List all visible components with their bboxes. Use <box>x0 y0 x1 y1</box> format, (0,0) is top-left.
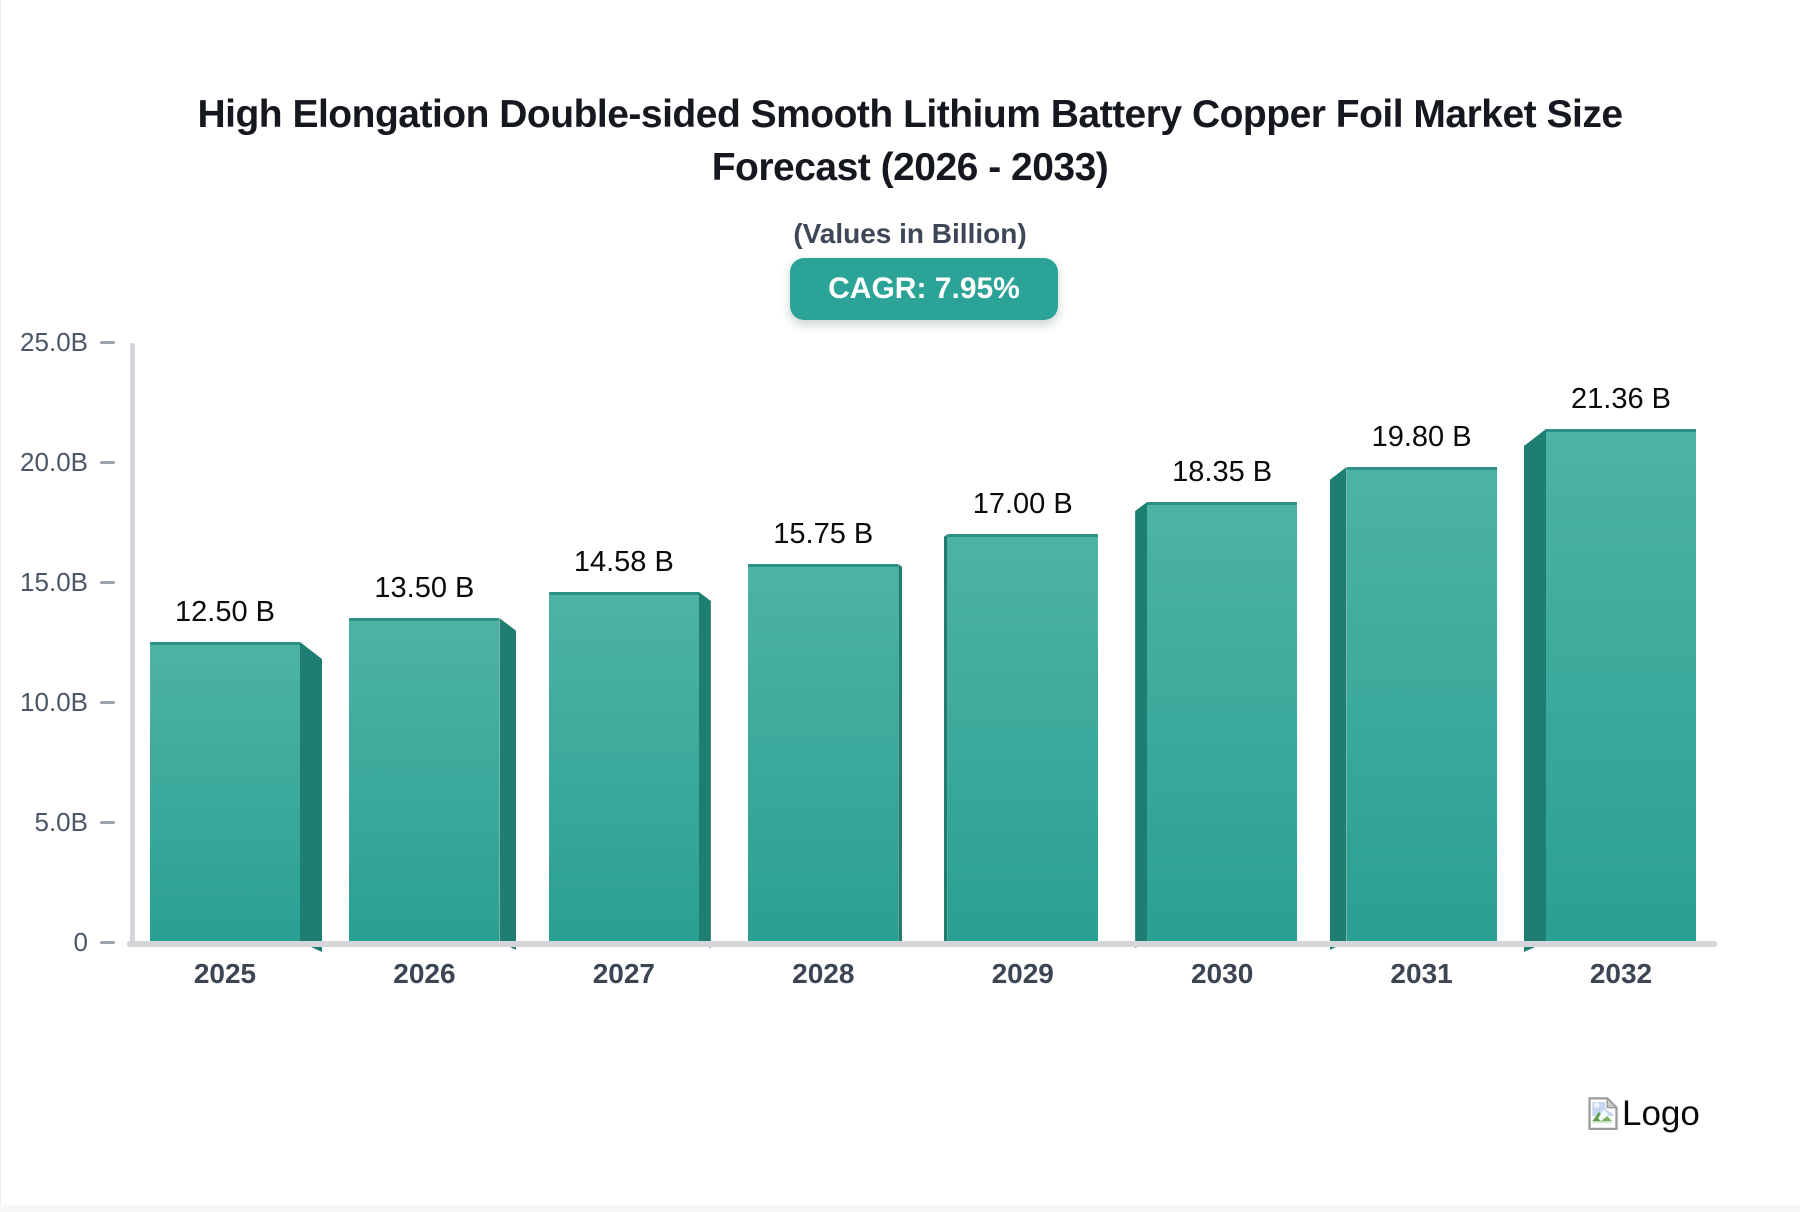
bar-side-face <box>499 618 516 950</box>
bar-2025[interactable] <box>150 642 300 942</box>
bar-front-face <box>349 618 500 942</box>
bar-side-face <box>1135 502 1147 948</box>
x-axis-baseline <box>127 941 1717 947</box>
x-axis-label: 2027 <box>592 958 655 989</box>
bar-value-label: 19.80 B <box>1371 421 1472 453</box>
chart-title: High Elongation Double-sided Smooth Lith… <box>110 88 1710 194</box>
bar-front-face <box>1546 429 1696 942</box>
y-tick-mark <box>100 461 115 464</box>
bar-value-label: 13.50 B <box>374 572 475 604</box>
y-axis-label: 0 <box>73 927 88 957</box>
x-axis-label: 2032 <box>1589 958 1653 989</box>
bar-value-label: 12.50 B <box>175 596 275 628</box>
y-tick-mark <box>100 701 115 704</box>
bar-side-face <box>300 642 322 952</box>
y-tick-mark <box>100 821 115 824</box>
bar-front-face <box>1346 467 1497 942</box>
x-axis-label: 2031 <box>1390 958 1453 989</box>
bar-2030[interactable] <box>1147 502 1298 942</box>
bar-2027[interactable] <box>548 592 699 942</box>
bar-front-face <box>548 592 699 942</box>
cagr-badge: CAGR: 7.95% <box>790 258 1058 320</box>
y-axis-label: 20.0B <box>20 447 88 477</box>
bar-2032[interactable] <box>1546 429 1696 942</box>
logo-text: Logo <box>1622 1094 1700 1133</box>
bar-value-label: 21.36 B <box>1571 383 1671 415</box>
bar-front-face <box>947 534 1098 942</box>
bar-side-face <box>1524 429 1546 952</box>
x-axis-label: 2028 <box>792 958 855 989</box>
bar-2029[interactable] <box>948 534 1098 942</box>
y-axis-line <box>130 343 135 942</box>
bar-value-label: 15.75 B <box>773 518 874 550</box>
x-axis-label: 2026 <box>393 958 456 989</box>
chart-subtitle: (Values in Billion) <box>793 218 1027 249</box>
broken-image-icon <box>1588 1096 1619 1131</box>
y-axis-label: 15.0B <box>20 567 88 597</box>
bar-front-face <box>748 564 899 942</box>
bar-2028[interactable] <box>748 564 898 942</box>
bar-2031[interactable] <box>1347 467 1497 942</box>
y-tick-mark <box>100 581 115 584</box>
bar-value-label: 18.35 B <box>1172 456 1273 488</box>
y-tick-mark <box>100 341 115 344</box>
y-tick-mark <box>100 941 115 944</box>
bar-side-face <box>1330 467 1347 950</box>
bar-side-face <box>898 564 902 945</box>
x-axis-label: 2030 <box>1190 958 1254 989</box>
chart-title-line2: Forecast (2026 - 2033) <box>711 146 1109 189</box>
bar-side-face <box>699 592 711 948</box>
y-axis-label: 10.0B <box>20 687 88 717</box>
chart-title-line1: High Elongation Double-sided Smooth Lith… <box>197 93 1623 136</box>
x-axis-label: 2029 <box>991 958 1054 989</box>
bar-front-face <box>150 642 300 942</box>
bar-front-face <box>1147 502 1298 942</box>
bar-value-label: 17.00 B <box>972 488 1073 520</box>
bar-side-face <box>944 534 948 945</box>
bar-2026[interactable] <box>349 618 499 942</box>
logo: Logo <box>1586 1094 1700 1134</box>
y-axis-label: 5.0B <box>34 807 89 837</box>
x-axis-label: 2025 <box>193 958 257 989</box>
y-axis-label: 25.0B <box>20 327 88 357</box>
bar-value-label: 14.58 B <box>573 546 674 578</box>
